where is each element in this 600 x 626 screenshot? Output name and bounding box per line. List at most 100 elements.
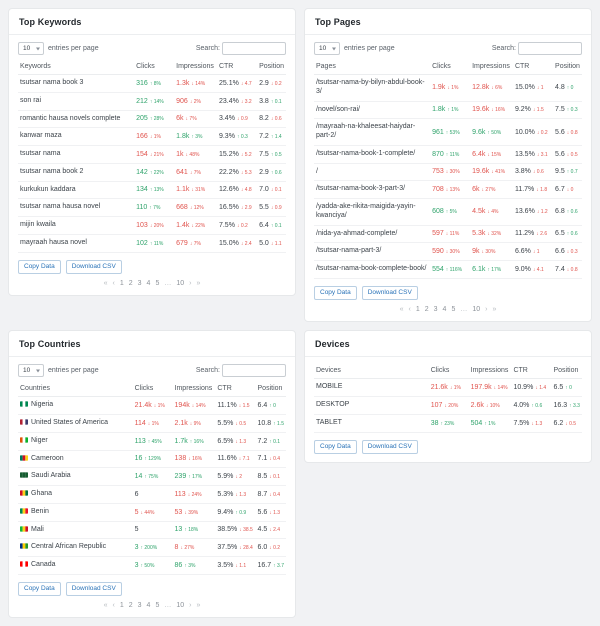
delta-indicator: ↑ 50% bbox=[140, 562, 155, 569]
pagination-next[interactable]: › bbox=[485, 306, 488, 314]
delta-indicator: ↓ 0.9 bbox=[270, 205, 282, 212]
pagination-page-4[interactable]: 4 bbox=[146, 280, 151, 287]
pagination-page-10[interactable]: 10 bbox=[472, 306, 481, 314]
column-header-impressions[interactable]: Impressions bbox=[470, 60, 513, 75]
cell-clicks: 21.4k ↓ 1% bbox=[132, 396, 173, 415]
column-header-clicks[interactable]: Clicks bbox=[134, 60, 175, 75]
delta-indicator: ↓ 31% bbox=[191, 187, 206, 194]
pagination-page-2[interactable]: 2 bbox=[128, 602, 133, 610]
delta-indicator: ↓ 0.5 bbox=[235, 420, 247, 427]
pagination-last[interactable]: » bbox=[492, 306, 497, 314]
pagination-first[interactable]: « bbox=[103, 280, 108, 287]
column-header-position[interactable]: Position bbox=[553, 60, 582, 75]
pagination-page-2[interactable]: 2 bbox=[424, 306, 429, 314]
download-csv-button[interactable]: Download CSV bbox=[65, 581, 122, 597]
pagination-page-1[interactable]: 1 bbox=[415, 306, 420, 314]
pagination-first[interactable]: « bbox=[103, 602, 108, 610]
entries-per-page-control: 10 entries per page bbox=[18, 42, 99, 55]
search-input[interactable] bbox=[222, 364, 286, 378]
pagination-next[interactable]: › bbox=[189, 280, 192, 287]
pagination-page-10[interactable]: 10 bbox=[176, 280, 185, 287]
column-header-ctr[interactable]: CTR bbox=[512, 60, 554, 75]
column-header-ctr[interactable]: CTR bbox=[216, 60, 258, 75]
pagination-next[interactable]: › bbox=[189, 602, 192, 610]
cell-ctr: 11.7% ↓ 1.8 bbox=[512, 180, 554, 199]
column-header-impressions[interactable]: Impressions bbox=[468, 364, 512, 380]
column-header-clicks[interactable]: Clicks bbox=[428, 364, 469, 380]
cell-ctr: 7.5% ↓ 1.3 bbox=[511, 414, 552, 433]
copy-data-button[interactable]: Copy Data bbox=[314, 439, 357, 454]
row-label: MOBILE bbox=[314, 378, 429, 397]
column-header-keywords[interactable]: Keywords bbox=[18, 60, 135, 75]
pagination-page-4[interactable]: 4 bbox=[146, 602, 151, 610]
copy-data-button[interactable]: Copy Data bbox=[18, 259, 61, 274]
delta-indicator: ↓ 0.2 bbox=[270, 80, 282, 87]
row-label: / bbox=[314, 163, 431, 182]
copy-data-button[interactable]: Copy Data bbox=[18, 581, 61, 597]
column-header-impressions[interactable]: Impressions bbox=[174, 60, 217, 75]
table-row: mayraah hausa novel 102 ↑ 11% 679 ↓ 7% 15.0% ↓… bbox=[18, 234, 286, 253]
search-input[interactable] bbox=[222, 42, 286, 55]
pagination-page-3[interactable]: 3 bbox=[433, 306, 438, 314]
delta-indicator: ↓ 2.4 bbox=[240, 240, 252, 247]
delta-indicator: ↓ 4% bbox=[487, 209, 499, 216]
panel-top-countries: Top Countries 10 entries per page Search: Co… bbox=[8, 330, 296, 619]
pagination-page-5[interactable]: 5 bbox=[155, 280, 160, 287]
pagination-first[interactable]: « bbox=[399, 306, 404, 314]
download-csv-button[interactable]: Download CSV bbox=[361, 439, 418, 454]
column-header-ctr[interactable]: CTR bbox=[511, 364, 552, 380]
cell-clicks: 102 ↑ 11% bbox=[134, 234, 175, 253]
cell-position: 7.5 ↑ 0.3 bbox=[553, 101, 582, 120]
cell-position: 4.8 ↑ 0 bbox=[553, 74, 582, 102]
column-header-ctr[interactable]: CTR bbox=[215, 382, 256, 398]
row-label: /nida-ya-ahmad-complete/ bbox=[314, 225, 431, 244]
download-csv-button[interactable]: Download CSV bbox=[361, 285, 418, 301]
pagination-page-1[interactable]: 1 bbox=[119, 602, 124, 610]
column-header-clicks[interactable]: Clicks bbox=[430, 60, 471, 75]
pagination-prev[interactable]: ‹ bbox=[408, 306, 411, 314]
delta-indicator: ↓ 1% bbox=[153, 403, 165, 410]
copy-data-button[interactable]: Copy Data bbox=[314, 285, 357, 301]
column-header-position[interactable]: Position bbox=[257, 60, 286, 75]
download-csv-button[interactable]: Download CSV bbox=[65, 259, 122, 274]
pagination-prev[interactable]: ‹ bbox=[112, 602, 115, 610]
entries-per-page-select[interactable]: 10 bbox=[18, 364, 44, 378]
pagination-page-10[interactable]: 10 bbox=[176, 602, 185, 610]
delta-indicator: ↓ 1 bbox=[536, 85, 544, 92]
cell-clicks: 597 ↓ 11% bbox=[430, 225, 471, 244]
pagination-page-5[interactable]: 5 bbox=[451, 306, 456, 314]
search-input[interactable] bbox=[518, 42, 582, 55]
pagination-page-1[interactable]: 1 bbox=[119, 280, 124, 287]
pagination-page-3[interactable]: 3 bbox=[137, 280, 142, 287]
pagination-prev[interactable]: ‹ bbox=[112, 280, 115, 287]
table-row: tsutsar nama book 3 316 ↑ 8% 1.3k ↓ 14% 25.1%… bbox=[18, 74, 286, 93]
pagination-page-3[interactable]: 3 bbox=[137, 602, 142, 610]
pagination-last[interactable]: » bbox=[196, 602, 201, 610]
table-row: /yadda-ake-rikita-maigida-yayin-kwanciya… bbox=[314, 198, 582, 226]
row-label: kanwar maza bbox=[18, 127, 135, 146]
cell-ctr: 6.5% ↓ 1.3 bbox=[215, 432, 256, 451]
delta-indicator: ↓ 41% bbox=[491, 169, 506, 176]
entries-per-page-select[interactable]: 10 bbox=[18, 42, 44, 55]
column-header-pages[interactable]: Pages bbox=[314, 60, 431, 75]
table-row: Canada 3 ↑ 50% 86 ↑ 3% 3.5% ↓ 1.1 16.7 ↑ 3.7 bbox=[18, 556, 286, 575]
column-header-countries[interactable]: Countries bbox=[18, 382, 133, 398]
delta-indicator: ↓ 1.4 bbox=[535, 385, 547, 392]
entries-per-page-control: 10 entries per page bbox=[18, 364, 99, 378]
entries-per-page-select[interactable]: 10 bbox=[314, 42, 340, 55]
column-header-position[interactable]: Position bbox=[255, 382, 286, 398]
column-header-position[interactable]: Position bbox=[551, 364, 582, 380]
pagination-page-2[interactable]: 2 bbox=[128, 280, 133, 287]
delta-indicator: ↑ 3.7 bbox=[273, 562, 284, 569]
delta-indicator: ↑ 0 bbox=[269, 403, 276, 410]
pagination-page-5[interactable]: 5 bbox=[155, 602, 160, 610]
pagination-page-4[interactable]: 4 bbox=[442, 306, 447, 314]
column-header-devices[interactable]: Devices bbox=[314, 364, 429, 380]
delta-indicator: ↓ 14% bbox=[493, 385, 508, 392]
pagination-last[interactable]: » bbox=[196, 280, 201, 287]
column-header-impressions[interactable]: Impressions bbox=[172, 382, 216, 398]
column-header-clicks[interactable]: Clicks bbox=[132, 382, 173, 398]
panel-top-keywords: Top Keywords 10 entries per page Search: Key… bbox=[8, 8, 296, 296]
mali-flag bbox=[20, 525, 28, 532]
pagination-ellipsis: … bbox=[164, 280, 172, 287]
